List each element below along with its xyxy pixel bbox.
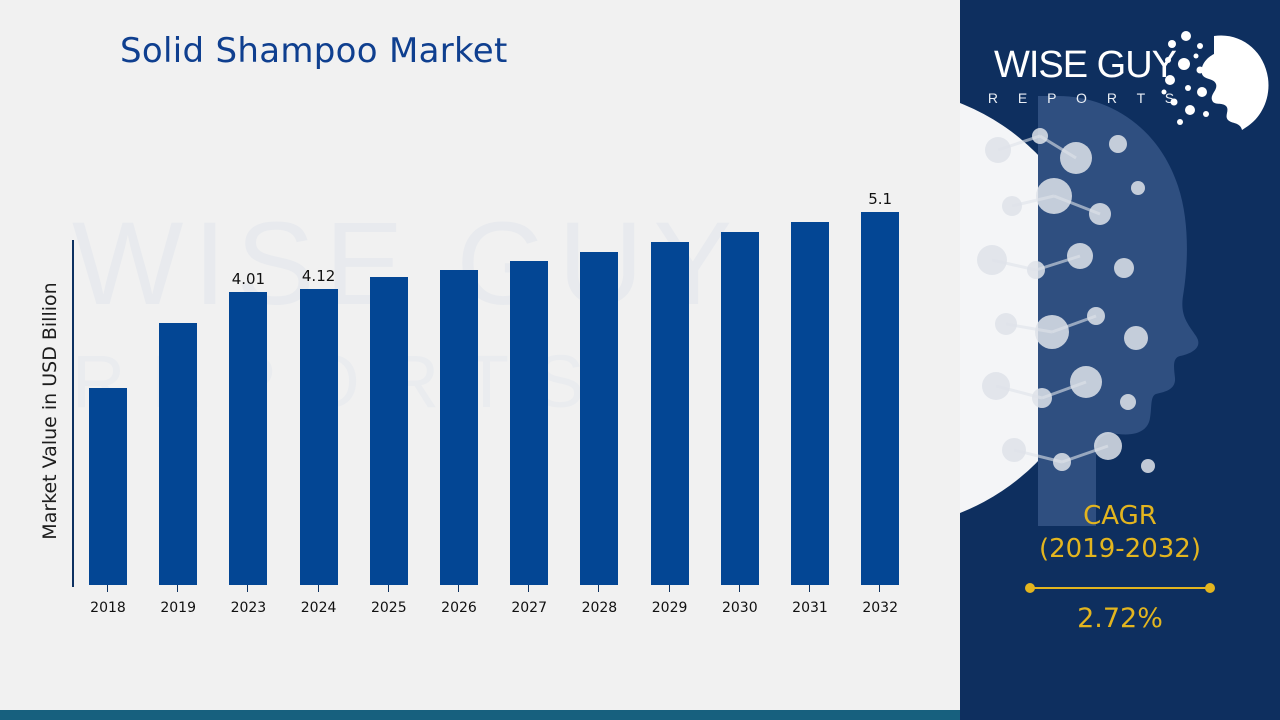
bar-value-label-2032: 5.1 bbox=[868, 190, 893, 208]
x-tick-2027 bbox=[528, 585, 530, 592]
bar-2024[interactable] bbox=[299, 289, 338, 585]
x-tick-2029 bbox=[668, 585, 670, 592]
x-tick-2025 bbox=[387, 585, 389, 592]
page-title: Solid Shampoo Market bbox=[120, 31, 508, 71]
side-panel: WISE GUY R E P O R T S CAGR (2019-2032) bbox=[960, 0, 1280, 720]
bar-2028[interactable] bbox=[580, 252, 619, 585]
bar-2027[interactable] bbox=[510, 261, 549, 585]
x-tick-label-2032: 2032 bbox=[862, 600, 898, 616]
x-tick-label-2028: 2028 bbox=[581, 600, 618, 616]
bar-group-2029[interactable]: 2029 bbox=[640, 150, 700, 616]
cagr-block: CAGR (2019-2032) 2.72% bbox=[960, 500, 1280, 634]
x-tick-label-2027: 2027 bbox=[511, 600, 547, 616]
logo-wordmark: WISE GUY bbox=[993, 44, 1177, 86]
x-tick-label-2025: 2025 bbox=[370, 600, 407, 616]
head-dots-icon bbox=[1161, 31, 1269, 130]
x-tick-2031 bbox=[809, 585, 810, 592]
divider-dot-right bbox=[1205, 583, 1215, 593]
x-tick-label-2026: 2026 bbox=[441, 600, 477, 616]
x-tick-2024 bbox=[317, 585, 319, 592]
x-tick-2026 bbox=[458, 585, 459, 592]
divider-line bbox=[1030, 587, 1210, 589]
brand-logo: WISE GUY R E P O R T S bbox=[960, 22, 1280, 130]
y-axis-line bbox=[72, 240, 74, 587]
bar-group-2023[interactable]: 4.01 2023 bbox=[218, 150, 278, 616]
cagr-period: (2019-2032) bbox=[1038, 533, 1201, 564]
x-tick-2030 bbox=[738, 585, 740, 592]
x-tick-label-2019: 2019 bbox=[160, 600, 196, 616]
x-tick-2028 bbox=[598, 585, 600, 592]
bar-2030[interactable] bbox=[720, 232, 759, 585]
bar-group-2032[interactable]: 5.1 2032 bbox=[850, 150, 910, 616]
cagr-label: CAGR bbox=[1083, 501, 1157, 531]
x-tick-label-2024: 2024 bbox=[300, 600, 337, 616]
x-tick-label-2023: 2023 bbox=[230, 600, 267, 616]
bar-2029[interactable] bbox=[650, 242, 689, 585]
x-tick-2032 bbox=[879, 585, 881, 592]
bar-group-2018[interactable]: 2018 bbox=[78, 150, 138, 616]
x-tick-label-2030: 2030 bbox=[721, 600, 758, 616]
footer-accent-bar bbox=[0, 710, 1180, 720]
bar-group-2019[interactable]: 2019 bbox=[148, 150, 208, 616]
bar-group-2031[interactable]: 2031 bbox=[780, 150, 840, 616]
bar-group-2026[interactable]: 2026 bbox=[429, 150, 489, 616]
cagr-value: 2.72% bbox=[1077, 603, 1163, 634]
bar-2019[interactable] bbox=[159, 323, 198, 585]
x-tick-2019 bbox=[177, 585, 179, 592]
bar-value-label-2024: 4.12 bbox=[301, 267, 336, 285]
bar-group-2028[interactable]: 2028 bbox=[569, 150, 629, 616]
bar-2025[interactable] bbox=[369, 277, 408, 585]
logo-subtitle: R E P O R T S bbox=[987, 90, 1183, 106]
bar-2018[interactable] bbox=[89, 388, 127, 585]
cagr-divider bbox=[1025, 583, 1215, 593]
bar-2031[interactable] bbox=[791, 222, 829, 585]
bar-group-2025[interactable]: 2025 bbox=[359, 150, 419, 616]
head-silhouette-icon bbox=[1038, 96, 1199, 526]
bar-value-label-2023: 4.01 bbox=[231, 270, 266, 288]
bar-group-2024[interactable]: 4.12 2024 bbox=[289, 150, 349, 616]
bar-group-2030[interactable]: 2030 bbox=[710, 150, 770, 616]
x-tick-label-2029: 2029 bbox=[651, 600, 688, 616]
x-tick-label-2018: 2018 bbox=[90, 600, 126, 616]
y-axis-label: Market Value in USD Billion bbox=[39, 282, 61, 540]
bar-chart-plot: 2018 2019 4.01 2023 4.12 2024 2025 2026 2027 2028… bbox=[74, 150, 934, 616]
bar-2032[interactable] bbox=[861, 212, 900, 585]
molecule-dots-icon bbox=[977, 128, 1155, 473]
x-tick-label-2031: 2031 bbox=[792, 600, 828, 616]
bar-group-2027[interactable]: 2027 bbox=[499, 150, 559, 616]
x-tick-2018 bbox=[107, 585, 108, 592]
x-tick-2023 bbox=[247, 585, 249, 592]
bar-2026[interactable] bbox=[440, 270, 478, 585]
bar-2023[interactable] bbox=[229, 292, 268, 585]
